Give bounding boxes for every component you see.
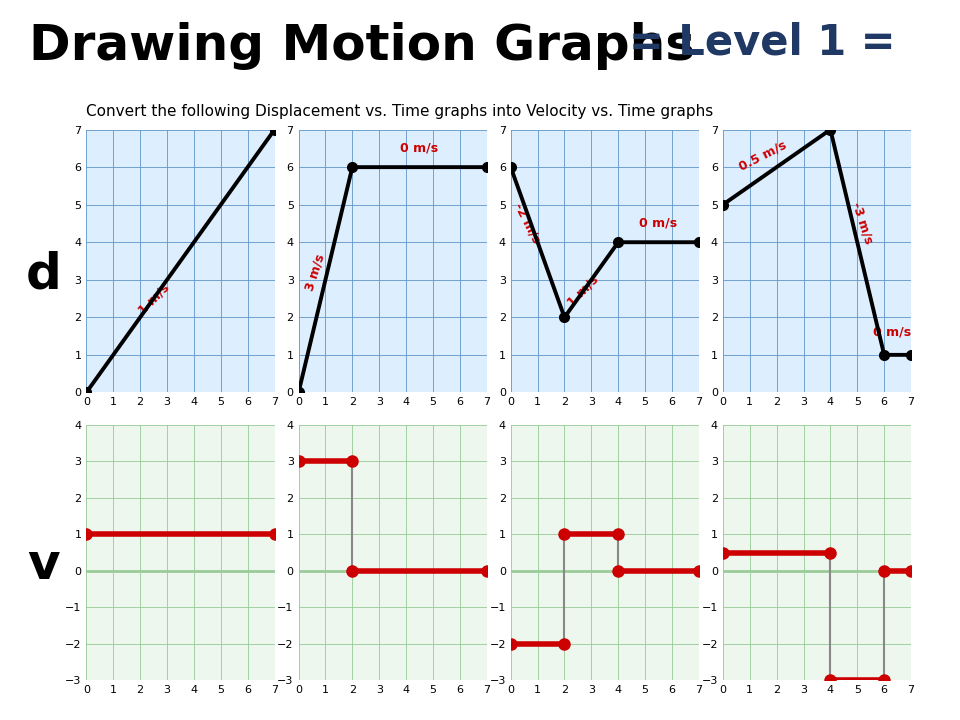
Text: -2 m/s: -2 m/s bbox=[512, 201, 542, 246]
Text: 0 m/s: 0 m/s bbox=[400, 142, 439, 155]
Text: Convert the following Displacement vs. Time graphs into Velocity vs. Time graphs: Convert the following Displacement vs. T… bbox=[86, 104, 713, 120]
Text: -3 m/s: -3 m/s bbox=[850, 201, 876, 246]
Text: 1 m/s: 1 m/s bbox=[565, 273, 601, 309]
Text: = Level 1 =: = Level 1 = bbox=[629, 22, 896, 63]
Text: 0 m/s: 0 m/s bbox=[639, 217, 678, 230]
Text: 0 m/s: 0 m/s bbox=[874, 326, 911, 339]
Text: 1 m/s: 1 m/s bbox=[135, 281, 172, 317]
Text: v: v bbox=[27, 541, 60, 590]
Text: d: d bbox=[25, 250, 61, 298]
Text: 3 m/s: 3 m/s bbox=[302, 252, 326, 292]
Text: Drawing Motion Graphs: Drawing Motion Graphs bbox=[29, 22, 695, 70]
Text: 0.5 m/s: 0.5 m/s bbox=[737, 138, 789, 174]
